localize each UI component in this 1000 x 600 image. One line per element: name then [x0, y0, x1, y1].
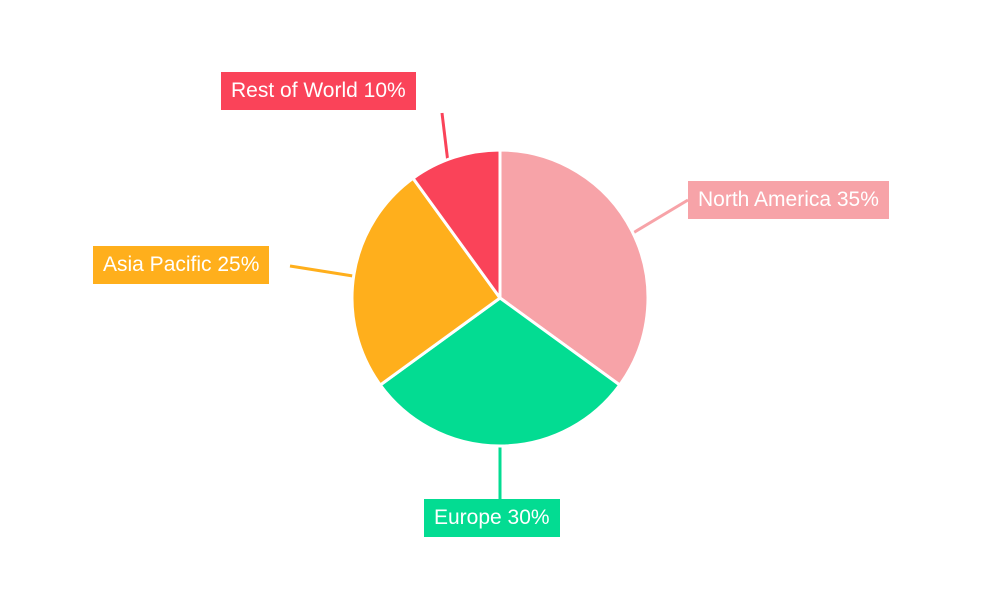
data-label-rest-of-world[interactable]: Rest of World 10% — [221, 72, 416, 110]
pie-slices-group — [350, 148, 650, 448]
leader-line-asia-pacific — [289, 264, 354, 278]
pie-slice-rest-of-world[interactable] — [411, 148, 502, 300]
data-label-asia-pacific[interactable]: Asia Pacific 25% — [93, 246, 270, 284]
pie-slice-europe[interactable] — [378, 296, 622, 448]
leader-line-north-america — [627, 198, 689, 238]
pie-slice-north-america[interactable] — [498, 148, 650, 387]
data-label-north-america[interactable]: North America 35% — [688, 181, 889, 219]
data-label-europe[interactable]: Europe 30% — [424, 499, 560, 537]
pie-slice-asia-pacific[interactable] — [350, 176, 502, 387]
